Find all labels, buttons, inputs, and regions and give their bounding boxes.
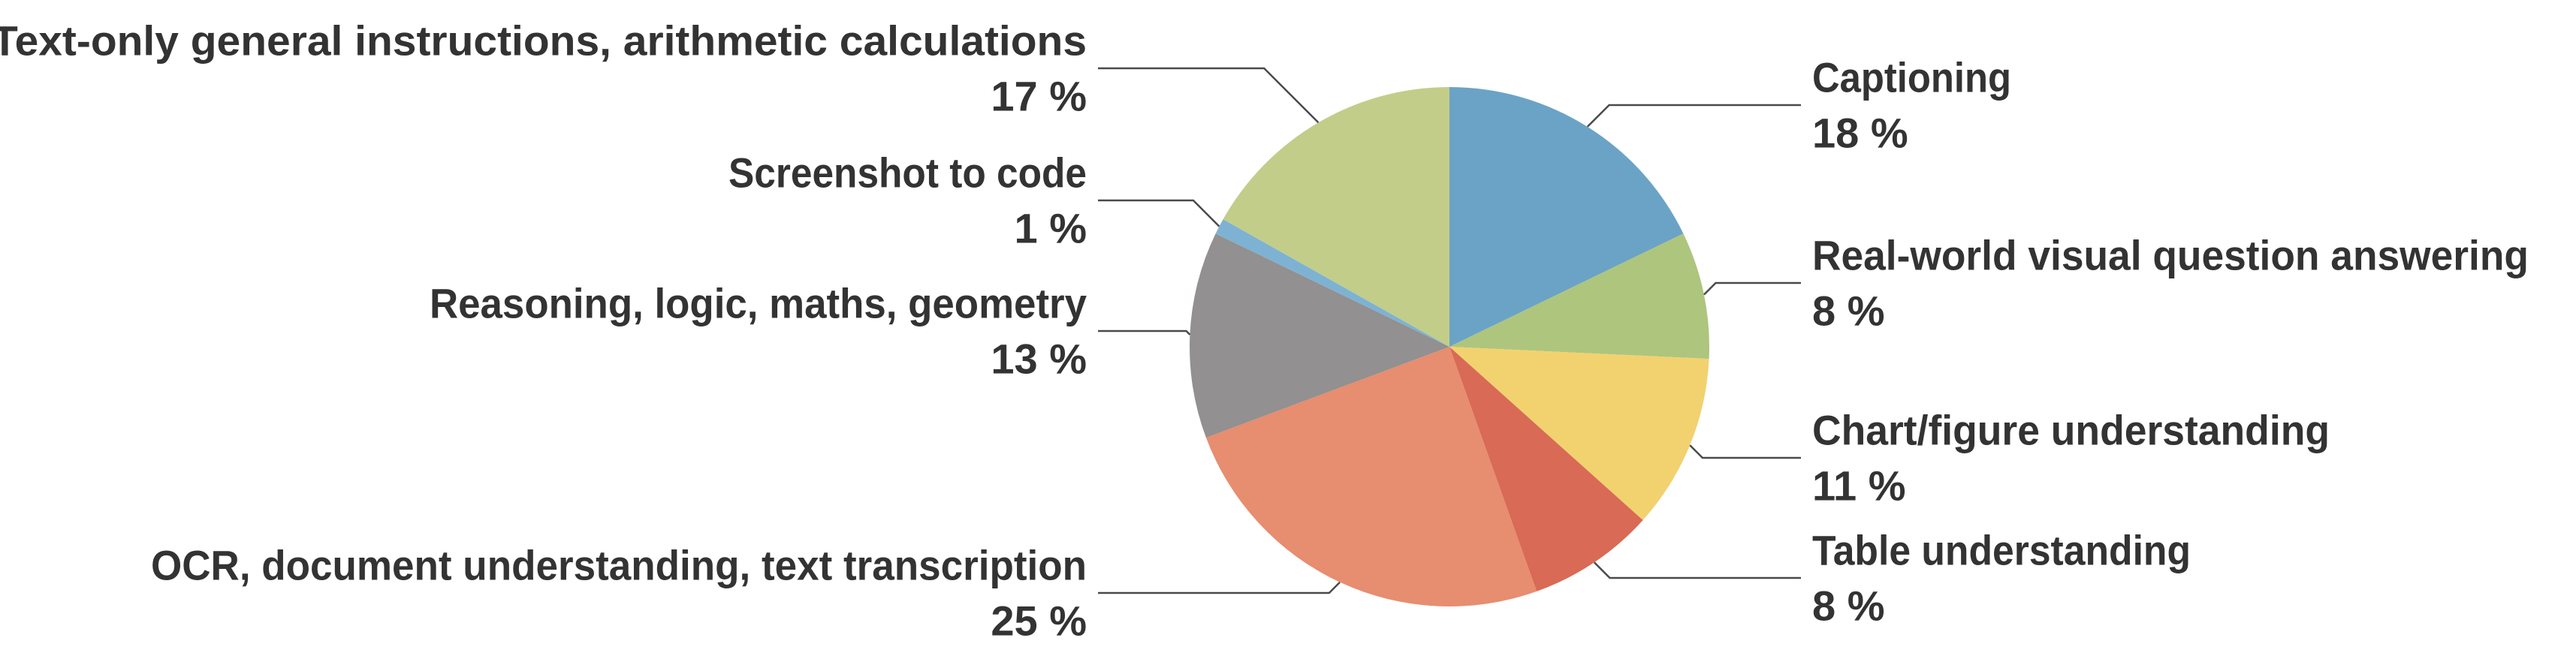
pie-slice-text-only-general-instructions [1223, 87, 1449, 347]
leader-line-ocr-document-understanding-tex [1098, 581, 1341, 594]
pie-slice-table-understanding [1449, 347, 1643, 591]
slice-percent-ocr-document-understanding-tex: 25 % [991, 597, 1087, 645]
slice-percent-reasoning-logic-maths-geometry: 13 % [991, 336, 1087, 383]
slice-label-table-understanding: Table understanding [1812, 527, 2191, 574]
slice-label-screenshot-to-code: Screenshot to code [728, 149, 1087, 197]
leader-line-reasoning-logic-maths-geometry [1098, 329, 1191, 336]
slice-percent-chart-figure-understanding: 11 % [1812, 462, 1906, 510]
slice-label-captioning: Captioning [1812, 54, 2011, 101]
leader-line-chart-figure-understanding [1689, 444, 1801, 459]
slice-percent-real-world-visual-question-ans: 8 % [1812, 287, 1885, 335]
pie-slice-reasoning-logic-maths-geometry [1190, 233, 1449, 438]
pie-slice-chart-figure-understanding [1449, 347, 1709, 520]
leader-line-table-understanding [1593, 561, 1801, 579]
slice-percent-screenshot-to-code: 1 % [1015, 205, 1087, 252]
pie-slice-ocr-document-understanding-tex [1205, 347, 1537, 606]
pie-slices [1190, 87, 1709, 606]
slice-label-ocr-document-understanding-tex: OCR, document understanding, text transc… [151, 542, 1087, 589]
slice-label-chart-figure-understanding: Chart/figure understanding [1812, 407, 2330, 454]
slice-percent-text-only-general-instructions: 17 % [991, 73, 1087, 120]
slice-label-real-world-visual-question-ans: Real-world visual question answering [1812, 232, 2529, 279]
slice-percent-captioning: 18 % [1812, 110, 1908, 157]
leader-line-real-world-visual-question-ans [1703, 281, 1801, 296]
slice-label-reasoning-logic-maths-geometry: Reasoning, logic, maths, geometry [430, 280, 1087, 327]
slice-percent-table-understanding: 8 % [1812, 582, 1885, 630]
pie-slice-real-world-visual-question-ans [1449, 233, 1709, 360]
pie-slice-screenshot-to-code [1215, 219, 1449, 347]
leader-line-captioning [1586, 104, 1801, 128]
pie-slice-captioning [1449, 87, 1684, 347]
leader-line-screenshot-to-code [1098, 199, 1220, 227]
leader-lines [1098, 67, 1801, 594]
slice-label-text-only-general-instructions: Text-only general instructions, arithmet… [0, 17, 1087, 65]
leader-line-text-only-general-instructions [1098, 67, 1320, 124]
slice-labels: Captioning 18 % Real-world visual question… [0, 17, 2529, 645]
